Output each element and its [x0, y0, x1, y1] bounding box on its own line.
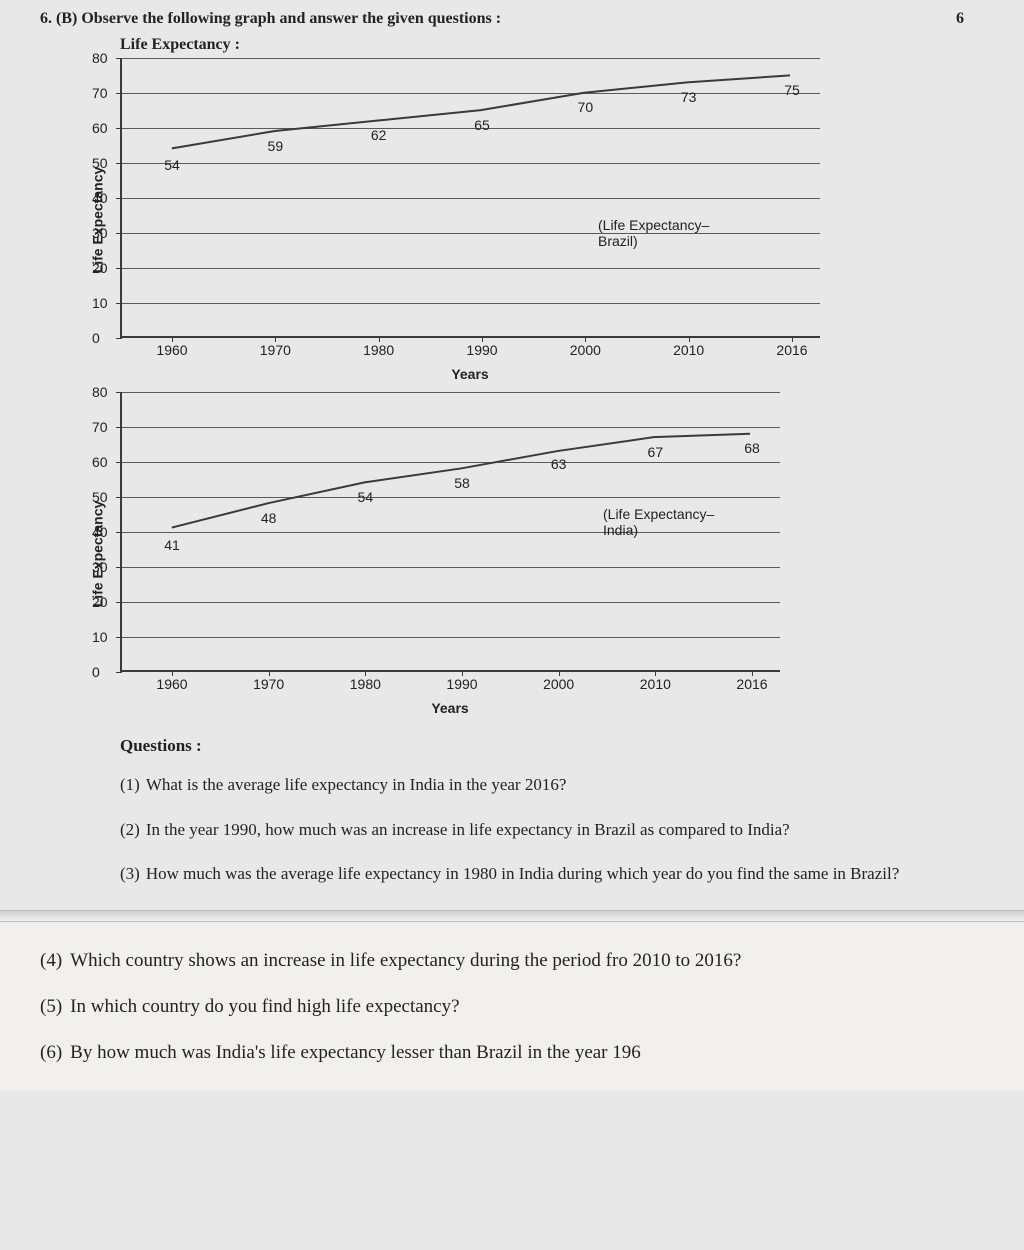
data-point-label: 41	[164, 537, 180, 553]
data-point-label: 62	[371, 127, 387, 143]
x-tick-label: 2010	[673, 342, 704, 358]
question-item-number: (2)	[120, 815, 140, 846]
y-tick-label: 40	[92, 190, 108, 206]
plot-area-brazil: 0102030405060708019601970198019902000201…	[120, 58, 820, 338]
data-point-label: 63	[551, 456, 567, 472]
line-svg	[122, 58, 820, 336]
x-axis-label: Years	[120, 700, 780, 716]
x-tick-label: 2000	[570, 342, 601, 358]
subtitle: Life Expectancy :	[120, 36, 1004, 54]
x-tick-label: 2000	[543, 676, 574, 692]
question-item-number: (4)	[40, 942, 62, 980]
y-axis-label: Life Expectancy	[89, 167, 105, 274]
question-item-number: (6)	[40, 1034, 62, 1072]
data-point-label: 48	[261, 510, 277, 526]
y-tick-label: 30	[92, 225, 108, 241]
question-item: (1) What is the average life expectancy i…	[120, 770, 1004, 801]
y-tick-label: 70	[92, 85, 108, 101]
question-item-text: By how much was India's life expectancy …	[70, 1034, 984, 1072]
question-item: (2) In the year 1990, how much was an inc…	[120, 815, 1004, 846]
data-point-label: 58	[454, 475, 470, 491]
x-tick-label: 1990	[466, 342, 497, 358]
question-item-text: In which country do you find high life e…	[70, 988, 984, 1026]
data-point-label: 54	[164, 157, 180, 173]
question-item: (4) Which country shows an increase in li…	[40, 942, 984, 980]
x-tick-label: 1990	[446, 676, 477, 692]
y-tick-label: 10	[92, 295, 108, 311]
x-tick-label: 1960	[156, 676, 187, 692]
data-point-label: 73	[681, 89, 697, 105]
bottom-questions-list: (4) Which country shows an increase in li…	[40, 942, 984, 1072]
y-tick-label: 10	[92, 629, 108, 645]
data-point-label: 54	[358, 489, 374, 505]
y-axis-label: Life Expectancy	[89, 501, 105, 608]
question-item-text: Which country shows an increase in life …	[70, 942, 984, 980]
question-item: (3) How much was the average life expecta…	[120, 859, 1004, 890]
y-tick-label: 80	[92, 384, 108, 400]
question-item: (5) In which country do you find high lif…	[40, 988, 984, 1026]
question-number: 6. (B)	[40, 10, 77, 28]
y-tick-label: 60	[92, 120, 108, 136]
data-point-label: 70	[578, 99, 594, 115]
question-item-text: How much was the average life expectancy…	[146, 859, 1004, 890]
chart-india: Life Expectancy 010203040506070801960197…	[80, 392, 1004, 716]
question-item-number: (1)	[120, 770, 140, 801]
chart-brazil: Life Expectancy 010203040506070801960197…	[80, 58, 1004, 382]
y-tick-label: 0	[92, 330, 100, 346]
page-divider	[0, 910, 1024, 922]
data-point-label: 68	[744, 440, 760, 456]
y-tick-label: 20	[92, 260, 108, 276]
marks: 6	[956, 10, 964, 28]
x-tick-label: 1970	[253, 676, 284, 692]
y-tick-label: 20	[92, 594, 108, 610]
data-point-label: 59	[268, 138, 284, 154]
x-tick-label: 1980	[363, 342, 394, 358]
x-tick-label: 2016	[776, 342, 807, 358]
x-tick-label: 1970	[260, 342, 291, 358]
y-tick-label: 30	[92, 559, 108, 575]
x-tick-label: 1980	[350, 676, 381, 692]
questions-list: (1) What is the average life expectancy i…	[20, 770, 1004, 890]
question-item: (6) By how much was India's life expectan…	[40, 1034, 984, 1072]
plot-area-india: 0102030405060708019601970198019902000201…	[120, 392, 780, 672]
x-axis-label: Years	[120, 366, 820, 382]
data-point-label: 65	[474, 117, 490, 133]
data-point-label: 67	[648, 444, 664, 460]
y-tick-label: 80	[92, 50, 108, 66]
questions-heading: Questions :	[120, 736, 1004, 756]
question-item-number: (5)	[40, 988, 62, 1026]
bottom-section: (4) Which country shows an increase in li…	[0, 922, 1024, 1090]
y-tick-label: 40	[92, 524, 108, 540]
y-tick-label: 0	[92, 664, 100, 680]
y-tick-label: 60	[92, 454, 108, 470]
data-point-label: 75	[784, 82, 800, 98]
question-item-text: In the year 1990, how much was an increa…	[146, 815, 1004, 846]
question-item-number: (3)	[120, 859, 140, 890]
x-tick-label: 2016	[736, 676, 767, 692]
chart-inline-title: (Life Expectancy–India)	[603, 506, 721, 538]
question-header: 6. (B) Observe the following graph and a…	[40, 10, 1004, 28]
x-tick-label: 1960	[156, 342, 187, 358]
y-tick-label: 50	[92, 489, 108, 505]
x-tick-label: 2010	[640, 676, 671, 692]
question-text: Observe the following graph and answer t…	[81, 10, 956, 28]
question-item-text: What is the average life expectancy in I…	[146, 770, 1004, 801]
y-tick-label: 70	[92, 419, 108, 435]
chart-inline-title: (Life Expectancy–Brazil)	[598, 217, 746, 249]
y-tick-label: 50	[92, 155, 108, 171]
